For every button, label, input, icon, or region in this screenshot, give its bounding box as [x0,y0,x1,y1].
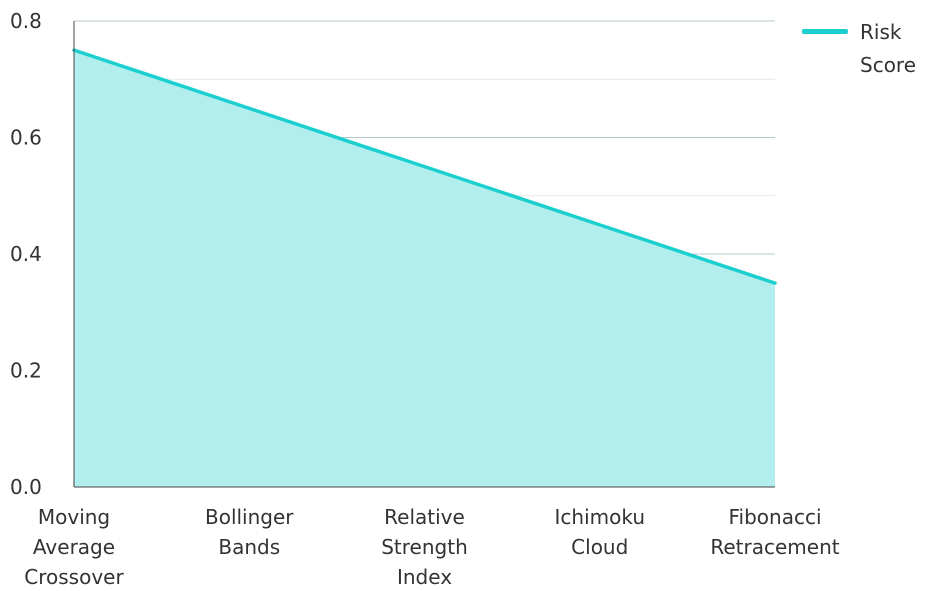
legend-label-line-1: Risk [860,20,902,44]
x-tick-label: Bollinger Bands [205,505,294,559]
area-layer [72,48,777,487]
x-tick-label: Relative Strength Index [381,505,468,589]
y-tick-label: 0.4 [10,242,42,266]
legend-swatch [802,29,848,34]
axis-layer: 0.0 0.2 0.4 0.6 0.8 Moving Average Crossover Bol… [10,9,840,589]
series-area-risk-score [74,50,775,487]
legend: Risk Score [802,20,916,77]
x-tick-label: Moving Average Crossover [24,505,124,589]
y-tick-label: 0.8 [10,9,42,33]
legend-label-line-2: Score [860,53,916,77]
y-tick-label: 0.6 [10,126,42,150]
x-tick-label: Ichimoku Cloud [555,505,646,559]
y-tick-label: 0.0 [10,475,42,499]
x-tick-label: Fibonacci Retracement [710,505,839,559]
y-tick-label: 0.2 [10,359,42,383]
